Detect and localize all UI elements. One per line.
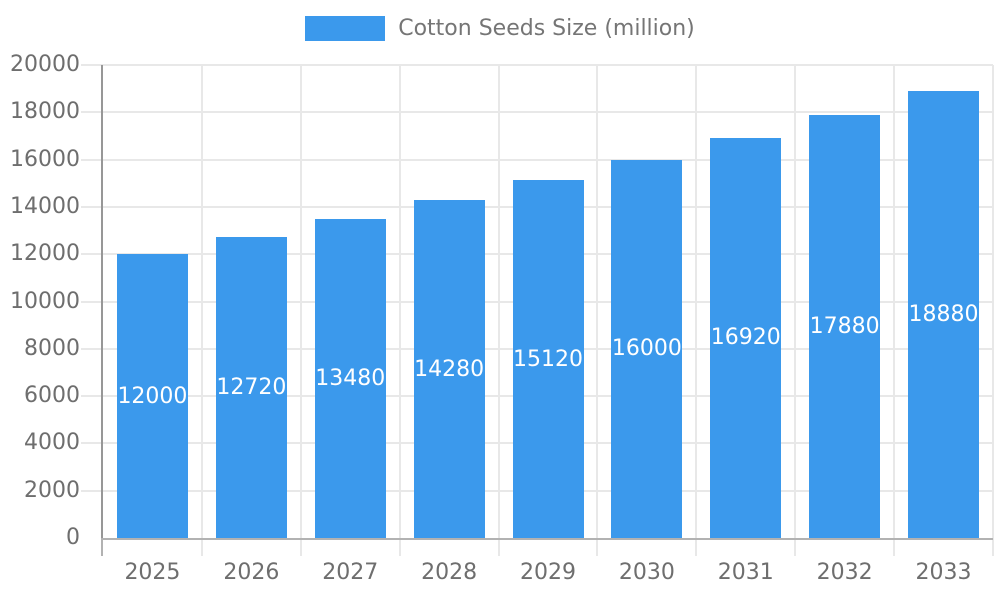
x-tick-label: 2025 xyxy=(124,560,181,585)
gridline-vertical xyxy=(497,65,500,556)
y-tick-label: 16000 xyxy=(10,146,80,172)
bar-2029: 15120 xyxy=(512,180,584,538)
gridline-horizontal xyxy=(81,158,993,161)
x-tick-label: 2031 xyxy=(717,560,774,585)
gridline-horizontal xyxy=(81,111,993,114)
legend: Cotton Seeds Size (million) xyxy=(0,16,1000,41)
y-tick-label: 6000 xyxy=(24,383,80,409)
y-tick-label: 14000 xyxy=(10,193,80,219)
x-axis-line xyxy=(101,538,993,540)
y-tick-label: 4000 xyxy=(24,430,80,456)
legend-item[interactable]: Cotton Seeds Size (million) xyxy=(305,16,695,41)
bar-value-label: 15120 xyxy=(513,346,583,372)
bar-value-label: 16920 xyxy=(710,325,781,351)
legend-label: Cotton Seeds Size (million) xyxy=(398,16,695,41)
x-tick-label: 2027 xyxy=(322,560,379,585)
plot-area: 12000 12720 13480 14280 15120 16000 16920 17880… xyxy=(81,64,994,556)
gridline-horizontal xyxy=(81,64,993,66)
y-axis-tick-extension xyxy=(101,540,103,556)
x-tick-label: 2028 xyxy=(421,560,478,585)
bar-2026: 12720 xyxy=(215,237,287,538)
gridline-vertical xyxy=(992,65,994,556)
x-tick-label: 2033 xyxy=(915,560,972,585)
bar-2031: 16920 xyxy=(710,137,782,538)
gridline-vertical xyxy=(299,65,302,556)
y-tick-label: 2000 xyxy=(24,477,80,503)
x-tick-label: 2032 xyxy=(816,560,873,585)
bar-value-label: 18880 xyxy=(908,302,979,328)
bar-2027: 13480 xyxy=(314,219,386,538)
gridline-vertical xyxy=(596,65,599,556)
y-tick-label: 8000 xyxy=(24,335,80,361)
bar-2028: 14280 xyxy=(413,200,485,538)
bar-value-label: 17880 xyxy=(809,314,880,340)
gridline-vertical xyxy=(695,65,698,556)
y-tick-label: 0 xyxy=(66,525,80,550)
bar-value-label: 12000 xyxy=(117,383,188,409)
bar-value-label: 12720 xyxy=(216,375,287,401)
bar-value-label: 16000 xyxy=(611,336,682,362)
legend-swatch-icon xyxy=(305,16,386,41)
bar-2033: 18880 xyxy=(908,91,980,538)
gridline-vertical xyxy=(200,65,203,556)
gridline-vertical xyxy=(794,65,797,556)
bar-2025: 12000 xyxy=(116,254,188,538)
bar-2032: 17880 xyxy=(809,115,881,538)
gridline-vertical xyxy=(398,65,401,556)
x-tick-label: 2030 xyxy=(618,560,675,585)
y-tick-label: 12000 xyxy=(10,241,80,267)
y-tick-label: 10000 xyxy=(10,288,80,314)
gridline-vertical xyxy=(893,65,896,556)
x-tick-label: 2029 xyxy=(520,560,576,585)
y-axis-line xyxy=(101,65,103,538)
bar-2030: 16000 xyxy=(611,159,683,538)
bar-value-label: 14280 xyxy=(414,356,485,382)
bar-value-label: 13480 xyxy=(315,366,386,392)
y-tick-label: 20000 xyxy=(10,52,80,77)
y-tick-label: 18000 xyxy=(10,99,80,125)
x-tick-label: 2026 xyxy=(223,560,280,585)
